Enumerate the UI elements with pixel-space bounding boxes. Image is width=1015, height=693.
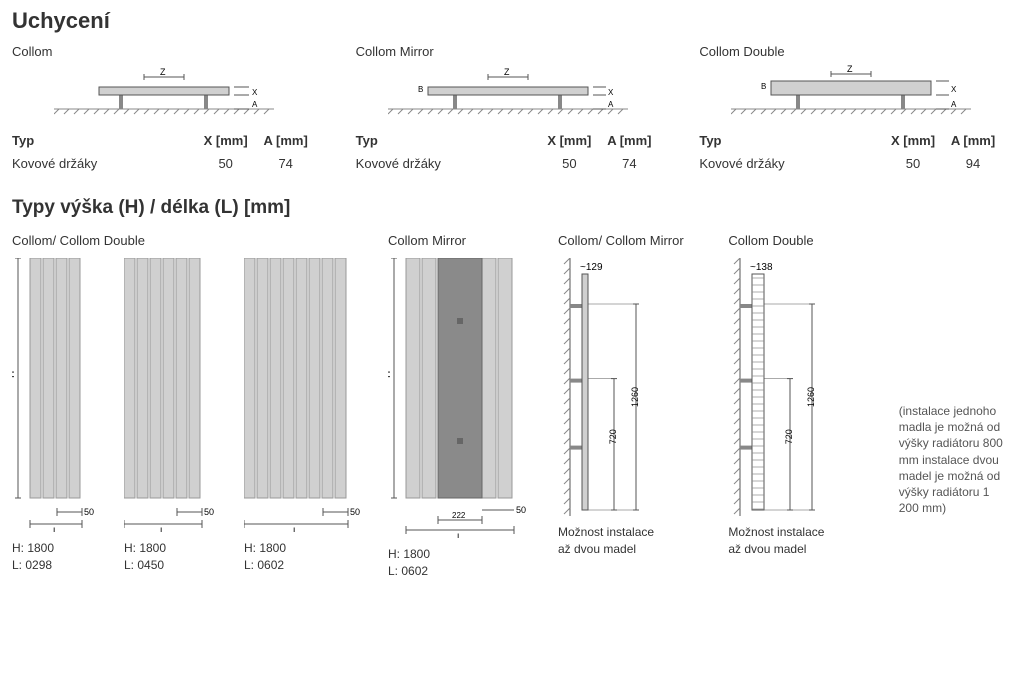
svg-text:50: 50 [516,505,526,515]
svg-text:50: 50 [204,507,214,517]
mirror-panel: H 50 222 L H: 1800L: 0602 [388,258,544,580]
a-label: A [951,100,957,109]
col-title: Collom Mirror [356,44,660,59]
svg-text:720: 720 [784,429,794,444]
svg-text:H: H [388,371,393,378]
b-label: B [761,82,766,91]
side-double-caption: Možnost instalace až dvou madel [728,524,884,558]
svg-text:L: L [457,532,462,538]
collom-panels-row: H 50 L H: 1800L: 0298 50 L H: 1800L: 045… [12,258,374,574]
th-x: X [mm] [196,129,256,152]
svg-text:~138: ~138 [750,262,773,273]
install-note-col: (instalace jednoho madla je možná od výš… [899,233,1003,516]
z-label: Z [847,65,853,74]
group-mirror: Collom Mirror H 50 222 L H: 1800L: 0602 [388,233,544,580]
svg-text:L: L [160,526,165,532]
svg-text:L: L [53,526,58,532]
svg-text:1260: 1260 [630,387,640,407]
side-single-caption: Možnost instalace až dvou madel [558,524,714,558]
mounting-col-double: Collom Double Z B X A TypX [mm]A [mm] Ko… [699,44,1003,175]
mount-table: TypX [mm]A [mm] Kovové držáky5074 [356,129,660,175]
panel-caption: H: 1800L: 0298 [12,540,54,574]
mount-diagram: Z B X A [699,65,1003,121]
svg-text:~129: ~129 [580,262,603,273]
mirror-panel-row: H 50 222 L H: 1800L: 0602 [388,258,544,580]
a-label: A [252,100,258,109]
section-title-types: Typy výška (H) / délka (L) [mm] [12,197,1003,219]
mounting-col-collom: Collom Z X A [12,44,316,175]
group-title: Collom Double [728,233,884,248]
side-double-diagram: ~138 720 1260 [728,258,884,516]
col-title: Collom Double [699,44,1003,59]
th-a: A [mm] [256,129,316,152]
side-single-diagram: ~129 720 1260 [558,258,714,516]
mount-diagram: Z X A [12,65,316,121]
panel-caption: H: 1800L: 0602 [244,540,286,574]
radiator-panel: H 50 L H: 1800L: 0298 [12,258,108,574]
panel-caption: H: 1800L: 0602 [388,546,430,580]
group-side-double: Collom Double ~138 720 1260 Možnost inst… [728,233,884,558]
z-label: Z [504,67,510,77]
svg-text:L: L [293,526,298,532]
mount-table: TypX [mm]A [mm] Kovové držáky5074 [12,129,316,175]
b-label: B [418,85,423,94]
a-label: A [608,100,614,109]
radiator-panel: 50 L H: 1800L: 0450 [124,258,228,574]
mount-diagram: Z B X A [356,65,660,121]
mounting-col-mirror: Collom Mirror Z B X A TypX [mm]A [mm] Ko… [356,44,660,175]
section-title-mounting: Uchycení [12,8,1003,34]
td-label: Kovové držáky [12,152,196,175]
install-note: (instalace jednoho madla je možná od výš… [899,403,1003,516]
mount-table: TypX [mm]A [mm] Kovové držáky5094 [699,129,1003,175]
group-title: Collom/ Collom Mirror [558,233,714,248]
x-label: X [252,88,258,97]
x-label: X [951,85,957,94]
group-title: Collom Mirror [388,233,544,248]
th-typ: Typ [12,129,196,152]
group-title: Collom/ Collom Double [12,233,374,248]
radiator-panel: 50 L H: 1800L: 0602 [244,258,374,574]
group-side-single: Collom/ Collom Mirror ~129 720 1260 Možn… [558,233,714,558]
svg-text:222: 222 [452,511,466,520]
svg-text:H: H [12,371,17,378]
svg-text:1260: 1260 [806,387,816,407]
x-label: X [608,88,614,97]
td-a: 74 [256,152,316,175]
svg-text:50: 50 [84,507,94,517]
svg-text:50: 50 [350,507,360,517]
types-row: Collom/ Collom Double H 50 L H: 1800L: 0… [12,233,1003,580]
group-collom: Collom/ Collom Double H 50 L H: 1800L: 0… [12,233,374,574]
mounting-row: Collom Z X A [12,44,1003,175]
td-x: 50 [196,152,256,175]
col-title: Collom [12,44,316,59]
svg-text:720: 720 [608,429,618,444]
panel-caption: H: 1800L: 0450 [124,540,166,574]
z-label: Z [160,67,166,77]
